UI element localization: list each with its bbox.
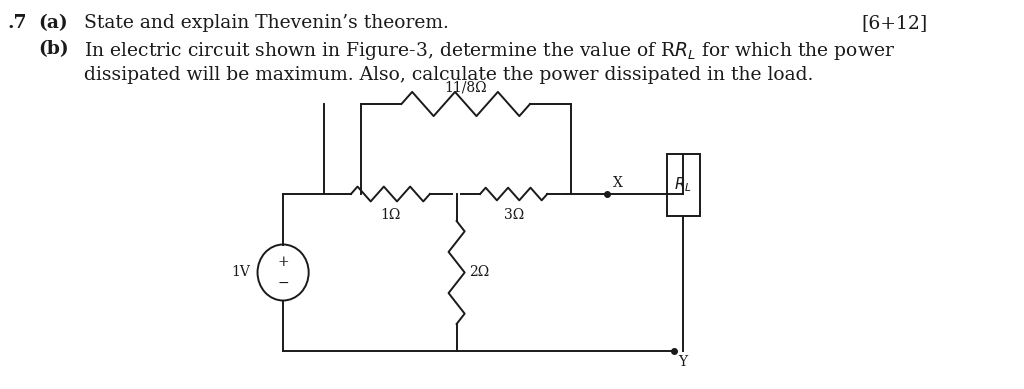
Text: X: X (612, 176, 623, 190)
Text: .7: .7 (7, 14, 27, 32)
Text: −: − (278, 275, 289, 289)
Text: (b): (b) (38, 40, 69, 58)
Bar (667, 154, 699, 216)
Text: State and explain Thevenin’s theorem.: State and explain Thevenin’s theorem. (84, 14, 449, 32)
Text: [6+12]: [6+12] (861, 14, 928, 32)
Text: 3Ω: 3Ω (504, 208, 524, 222)
Text: dissipated will be maximum. Also, calculate the power dissipated in the load.: dissipated will be maximum. Also, calcul… (84, 66, 813, 84)
Text: 1V: 1V (231, 266, 250, 280)
Text: +: + (278, 256, 289, 270)
Text: (a): (a) (38, 14, 68, 32)
Text: 2Ω: 2Ω (469, 266, 489, 280)
Text: Y: Y (679, 355, 688, 369)
Text: 11/8Ω: 11/8Ω (444, 80, 487, 94)
Text: In electric circuit shown in Figure-3, determine the value of R$R_L$ for which t: In electric circuit shown in Figure-3, d… (84, 40, 895, 62)
Text: 1Ω: 1Ω (380, 208, 400, 222)
Text: $R_L$: $R_L$ (674, 175, 692, 194)
